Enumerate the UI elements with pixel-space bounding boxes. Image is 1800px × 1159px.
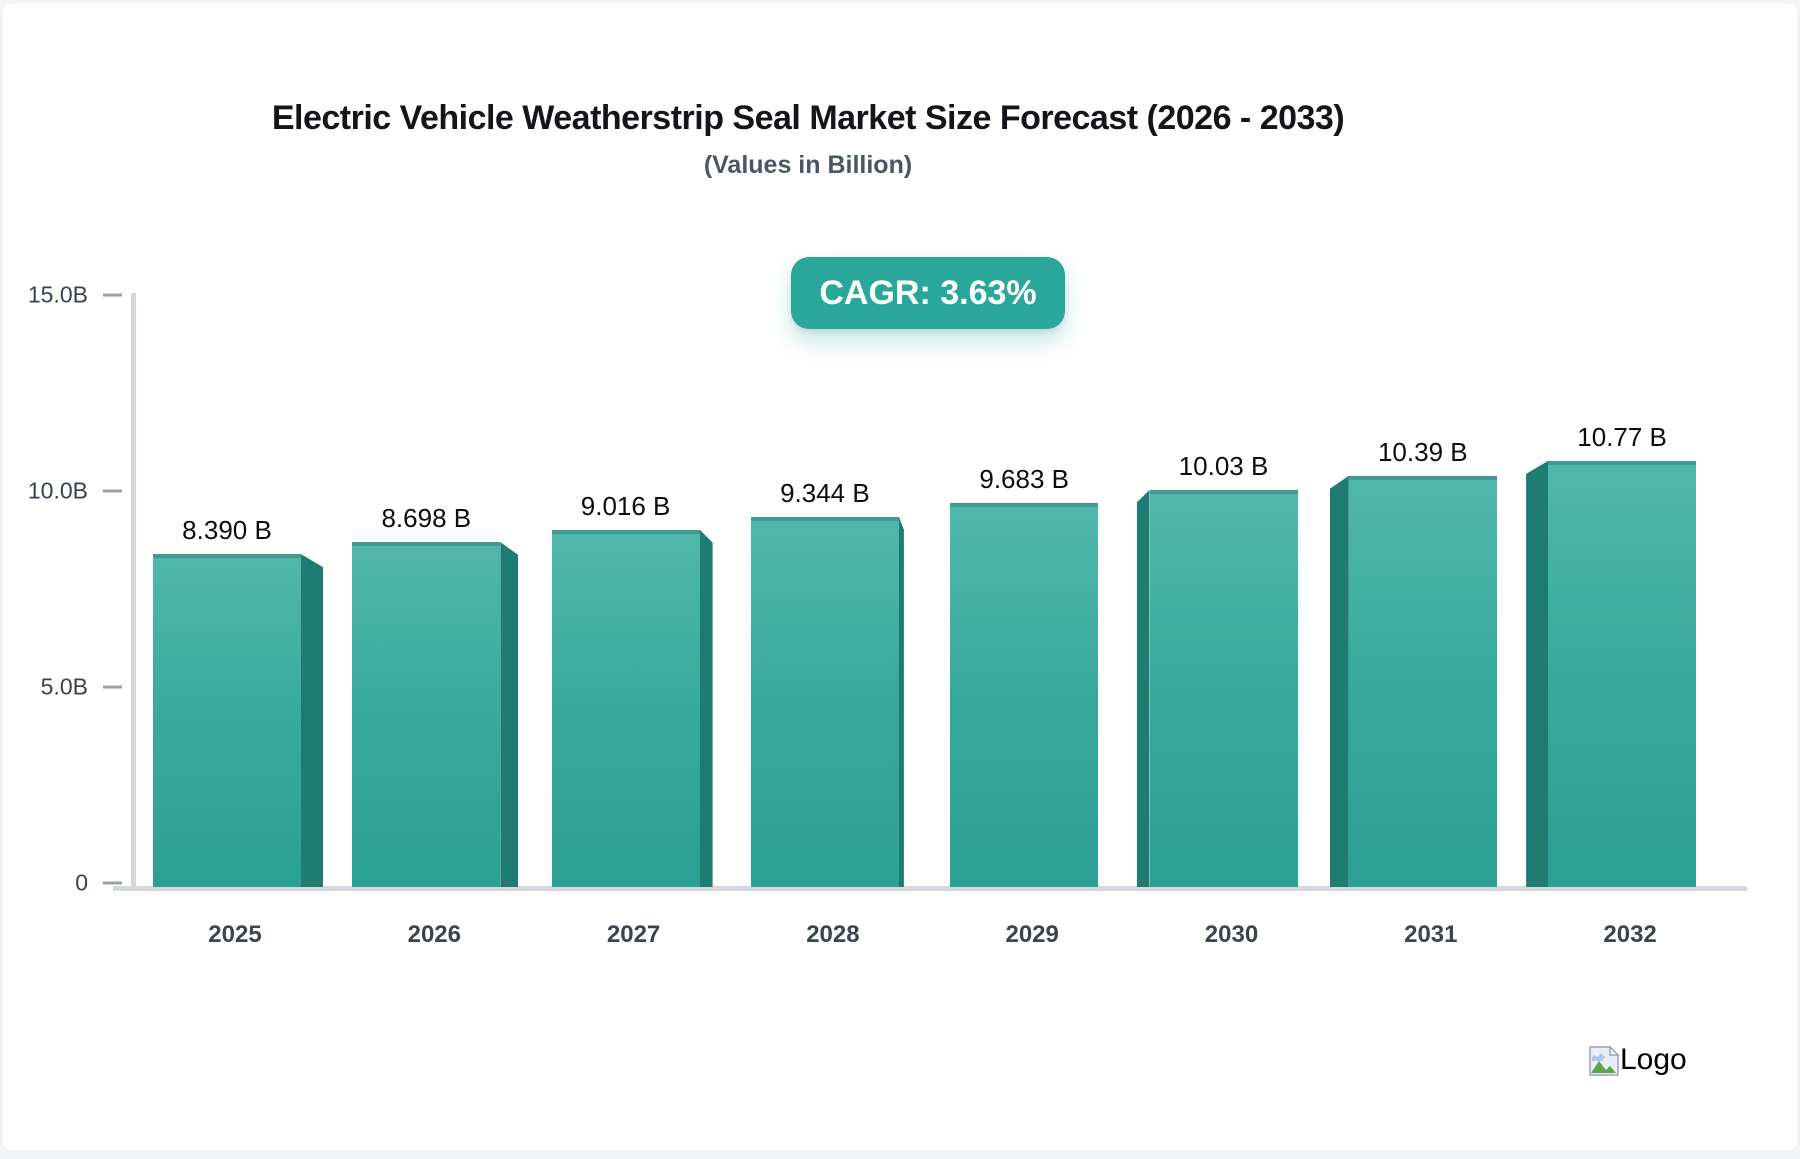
x-axis-label-2026: 2026 [407,921,461,948]
y-tick-mark-5.0B [103,685,122,689]
bar-face [1548,460,1697,887]
bar-top-edge [153,554,301,559]
y-tick-mark-15.0B [103,293,122,297]
x-axis-label-2030: 2030 [1204,921,1259,948]
y-tick-label-10.0B: 10.0B [27,477,88,504]
bar-value-label-2026: 8.698 B [381,503,472,534]
y-tick-label-5.0B: 5.0B [40,673,88,700]
bar-side-facet [1136,489,1150,887]
bar-top-edge [1348,475,1497,480]
page-title: Electric Vehicle Weatherstrip Seal Marke… [271,99,1345,137]
bar-face [1348,475,1497,887]
y-axis-line [131,293,136,888]
bar-2030[interactable] [1136,489,1298,887]
bar-value-label-2025: 8.390 B [182,515,272,546]
x-axis-label-2031: 2031 [1404,921,1458,948]
logo-alt-text: Logo [1620,1043,1687,1076]
y-tick-mark-0 [103,881,122,885]
bar-2025[interactable] [153,554,323,887]
cagr-badge-label: CAGR: 3.63% [819,273,1037,312]
page-subtitle: (Values in Billion) [703,151,913,179]
bar-2026[interactable] [352,542,519,887]
bar-side-facet [1329,475,1349,887]
bar-face [153,554,301,887]
x-axis-label-2027: 2027 [606,921,661,948]
bar-2029[interactable] [950,503,1099,887]
bar-top-edge [551,529,700,534]
y-tick-label-15.0B: 15.0B [27,281,88,308]
y-tick-label-0: 0 [75,869,88,896]
bar-2032[interactable] [1526,460,1697,887]
bar-top-edge [1149,489,1298,494]
bar-face [950,503,1099,887]
logo: Logo [1588,1043,1687,1077]
bar-top-edge [1548,460,1697,465]
bar-value-label-2029: 9.683 B [979,464,1070,495]
broken-image-icon [1589,1045,1620,1076]
x-axis-label-2029: 2029 [1005,921,1059,948]
bar-value-label-2032: 10.77 B [1577,421,1667,452]
bar-value-label-2028: 9.344 B [780,477,870,508]
bar-value-label-2030: 10.03 B [1178,450,1269,481]
x-axis-line [113,886,1747,891]
bar-face [352,542,501,887]
bar-value-label-2027: 9.016 B [580,490,671,521]
chart-card: Electric Vehicle Weatherstrip Seal Marke… [3,3,1797,1150]
bar-2031[interactable] [1329,475,1497,887]
x-axis-label-2028: 2028 [806,921,860,948]
y-tick-mark-10.0B [103,489,122,493]
bar-face [750,516,899,887]
bar-side-facet [1526,460,1549,887]
bar-top-edge [950,503,1099,508]
bar-top-edge [352,542,501,547]
bar-value-label-2031: 10.39 B [1377,436,1468,467]
x-axis-label-2032: 2032 [1603,921,1657,948]
bar-side-facet [898,516,904,887]
bar-chart-plot: 0 5.0B 10.0B 15.0B 8.390 B 8.698 B 9.016 B 9.3… [3,3,1800,1159]
bar-face [1149,489,1298,887]
bar-top-edge [750,516,899,521]
bar-2028[interactable] [750,516,904,887]
cagr-badge: CAGR: 3.63% [791,257,1065,329]
bar-side-facet [699,529,713,887]
bar-face [551,529,700,887]
bar-side-facet [500,542,519,887]
bar-2027[interactable] [551,529,713,887]
x-axis-label-2025: 2025 [208,921,262,948]
bar-side-facet [301,554,323,887]
